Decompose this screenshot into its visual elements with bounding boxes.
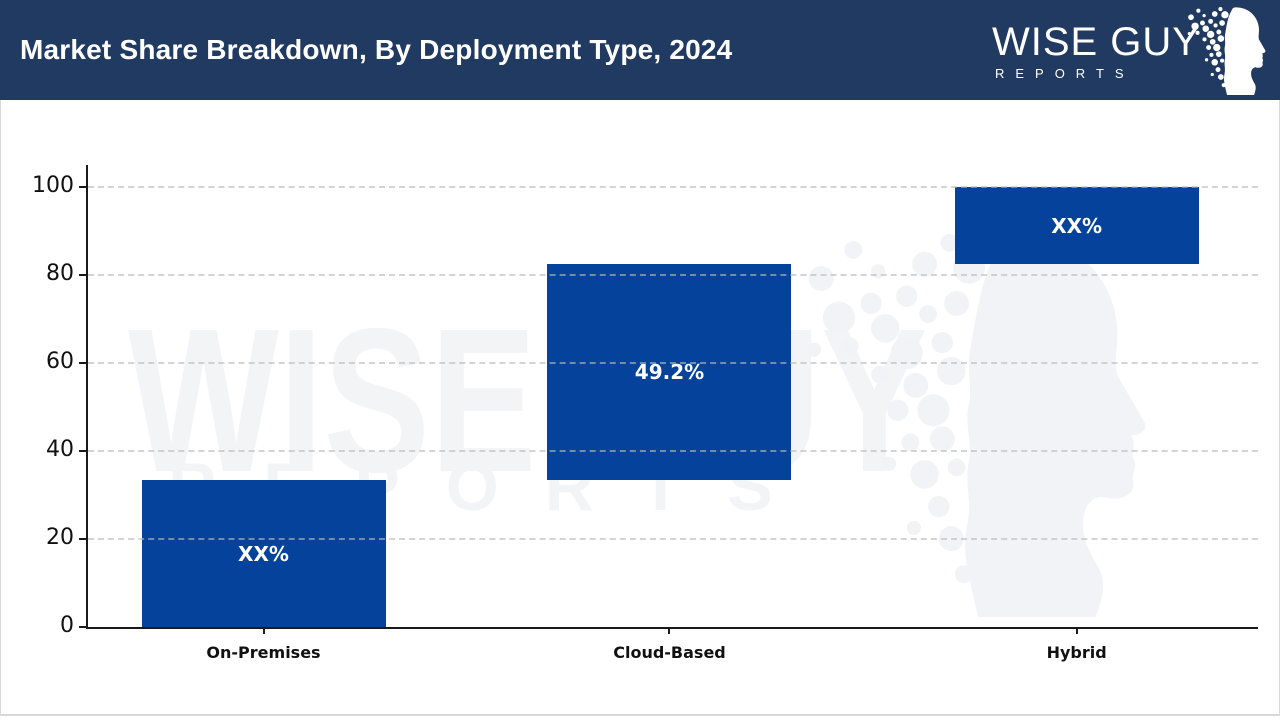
- x-axis-line: [86, 627, 1258, 629]
- gridline: [88, 538, 1258, 540]
- y-tick-label: 60: [46, 349, 74, 374]
- x-category-label: Cloud-Based: [613, 643, 726, 662]
- y-tick-mark: [79, 626, 86, 628]
- brand-subtitle: REPORTS: [994, 66, 1135, 81]
- chart-title: Market Share Breakdown, By Deployment Ty…: [20, 34, 733, 65]
- gridline: [88, 362, 1258, 364]
- frame-border-left: [0, 100, 1, 715]
- brand-logo: WISE GUY REPORTS: [972, 0, 1272, 100]
- bar-value-label: XX%: [1051, 213, 1103, 238]
- bar: XX%: [141, 480, 386, 627]
- y-tick-label: 40: [46, 437, 74, 462]
- bar: XX%: [954, 187, 1199, 264]
- x-tick-mark: [1075, 627, 1078, 634]
- y-tick-mark: [79, 450, 86, 452]
- gridline: [88, 186, 1258, 188]
- frame-border-bottom: [0, 714, 1280, 716]
- gridline: [88, 450, 1258, 452]
- gridline: [88, 274, 1258, 276]
- x-category-label: Hybrid: [1046, 643, 1107, 662]
- y-tick-mark: [79, 362, 86, 364]
- y-tick-mark: [79, 186, 86, 188]
- brand-name: WISE GUY: [991, 20, 1200, 64]
- brand-face-icon: [1187, 7, 1266, 95]
- y-axis-line: [86, 165, 88, 629]
- y-tick-mark: [79, 538, 86, 540]
- y-tick-label: 20: [46, 525, 74, 550]
- y-tick-mark: [79, 274, 86, 276]
- x-tick-mark: [262, 627, 265, 634]
- x-tick-mark: [668, 627, 671, 634]
- plot-area: 0 20 40 60 80 100 XX% On-Premises 49.2% Cloud-Bas…: [32, 165, 1258, 662]
- bar-value-label: XX%: [238, 541, 289, 566]
- header-bar: Market Share Breakdown, By Deployment Ty…: [0, 0, 1280, 100]
- watermark-text-wiseguy: WISE GUY: [128, 286, 928, 515]
- y-tick-label: 0: [60, 613, 74, 638]
- y-tick-label: 100: [32, 173, 74, 198]
- x-category-label: On-Premises: [206, 643, 321, 662]
- brand-logo-text: WISE GUY REPORTS: [992, 22, 1200, 81]
- bar: 49.2%: [547, 264, 792, 481]
- y-tick-label: 80: [46, 261, 74, 286]
- bar-value-label: 49.2%: [634, 360, 705, 385]
